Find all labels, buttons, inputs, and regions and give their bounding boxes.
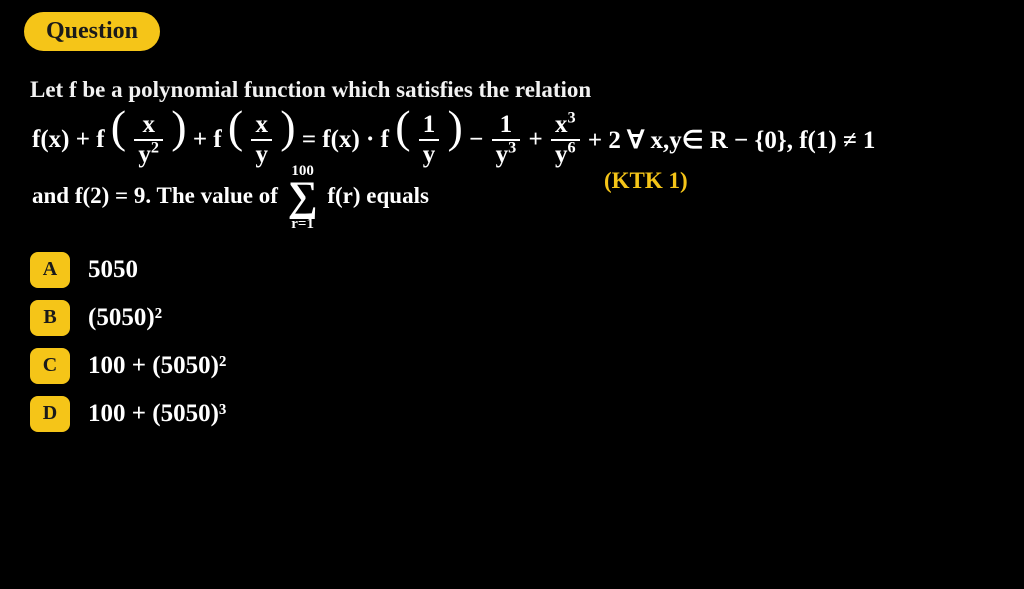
- eq-tail: + 2 ∀ x,y∈ R − {0}, f(1) ≠ 1: [588, 125, 876, 155]
- t4-num: x3: [551, 111, 580, 139]
- option-b[interactable]: B (5050)²: [30, 300, 1000, 336]
- option-value-d: 100 + (5050)³: [88, 400, 226, 428]
- eq-minus: −: [469, 126, 483, 154]
- paren-open-2: (: [228, 101, 243, 152]
- option-value-c: 100 + (5050)²: [88, 352, 226, 380]
- prompt-text: Let f be a polynomial function which sat…: [30, 77, 1000, 103]
- frac-1-y3: 1 y3: [492, 111, 521, 168]
- paren-open-1: (: [111, 101, 126, 152]
- eq-plus1: + f: [193, 126, 222, 154]
- t4-num-base: x: [555, 111, 568, 138]
- eq-plus2: +: [528, 126, 542, 154]
- frac-1-y: 1 y: [419, 111, 440, 168]
- f2-num: x: [251, 111, 272, 139]
- f1-num: x: [134, 111, 163, 139]
- paren-open-3: (: [395, 101, 410, 152]
- paren-close-1: ): [171, 101, 186, 152]
- t4-den-exp: 6: [567, 138, 575, 156]
- question-container: Question Let f be a polynomial function …: [0, 0, 1024, 456]
- option-letter-d: D: [30, 396, 70, 432]
- option-a[interactable]: A 5050: [30, 252, 1000, 288]
- sigma-bot: r=1: [288, 217, 318, 232]
- option-d[interactable]: D 100 + (5050)³: [30, 396, 1000, 432]
- t4-num-exp: 3: [567, 109, 575, 127]
- question-pill: Question: [24, 12, 160, 51]
- sigma-box: 100 ∑ r=1: [288, 164, 318, 232]
- t4-den: y6: [551, 139, 580, 169]
- t3-num: 1: [492, 111, 521, 139]
- sum-arg: f(r) equals: [327, 183, 429, 208]
- second-pre: and f(2) = 9. The value of: [32, 183, 284, 208]
- frac-x-y2: x y2: [134, 111, 163, 168]
- option-c[interactable]: C 100 + (5050)²: [30, 348, 1000, 384]
- paren-close-2: ): [280, 101, 295, 152]
- paren-close-3: ): [448, 101, 463, 152]
- option-value-b: (5050)²: [88, 304, 162, 332]
- option-letter-a: A: [30, 252, 70, 288]
- sigma-symbol: ∑: [288, 179, 318, 217]
- f1-den-exp: 2: [151, 138, 159, 156]
- frac-x-y: x y: [251, 111, 272, 168]
- equation-row: f(x) + f ( x y2 ) + f ( x y ) = f(x) · f…: [32, 111, 1000, 168]
- option-letter-b: B: [30, 300, 70, 336]
- option-letter-c: C: [30, 348, 70, 384]
- frac-x3-y6: x3 y6: [551, 111, 580, 168]
- f3-num: 1: [419, 111, 440, 139]
- t3-den-base: y: [496, 141, 509, 168]
- eq-eq: = f(x) · f: [302, 126, 389, 154]
- t3-den: y3: [492, 139, 521, 169]
- second-line: and f(2) = 9. The value of 100 ∑ r=1 f(r…: [32, 164, 1000, 232]
- option-value-a: 5050: [88, 256, 138, 284]
- eq-lead: f(x) + f: [32, 126, 105, 154]
- t4-den-base: y: [555, 141, 568, 168]
- t3-den-exp: 3: [508, 138, 516, 156]
- options-list: A 5050 B (5050)² C 100 + (5050)² D 100 +…: [24, 252, 1000, 432]
